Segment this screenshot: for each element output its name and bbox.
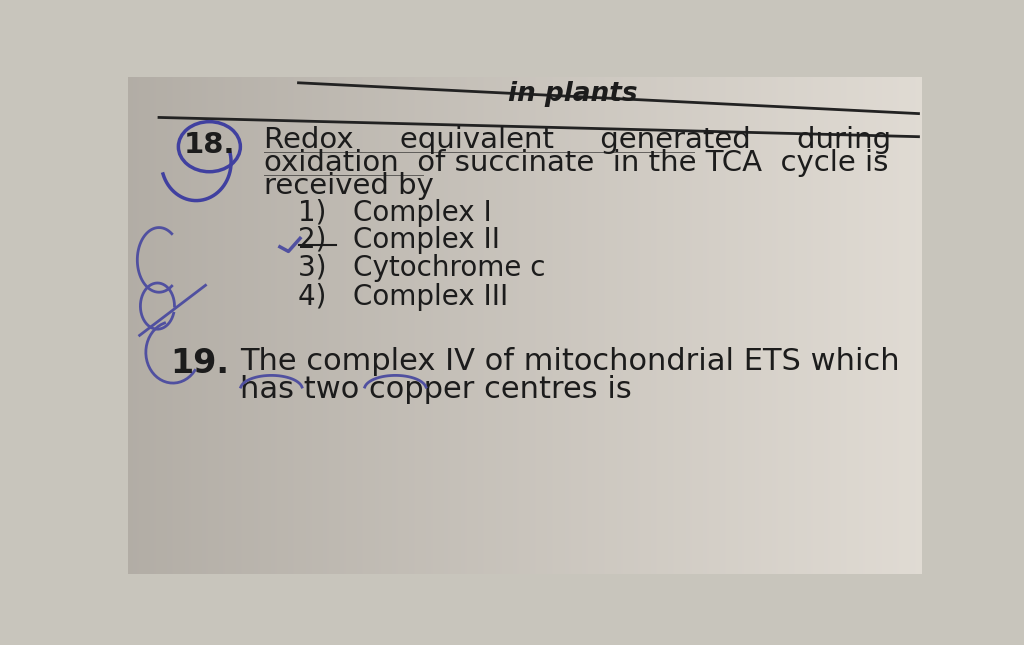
Text: has two copper centres is: has two copper centres is bbox=[241, 375, 632, 404]
Text: 4)   Complex III: 4) Complex III bbox=[299, 283, 509, 311]
Text: 3)   Cytochrome c: 3) Cytochrome c bbox=[299, 255, 546, 283]
Text: 19.: 19. bbox=[171, 347, 229, 380]
Text: in plants: in plants bbox=[508, 81, 637, 107]
Text: received by: received by bbox=[263, 172, 433, 200]
Text: The complex IV of mitochondrial ETS which: The complex IV of mitochondrial ETS whic… bbox=[241, 347, 900, 376]
Text: 2)   Complex II: 2) Complex II bbox=[299, 226, 501, 254]
Text: 1)   Complex I: 1) Complex I bbox=[299, 199, 493, 227]
Text: 18.: 18. bbox=[183, 131, 236, 159]
Text: oxidation  of succinate  in the TCA  cycle is: oxidation of succinate in the TCA cycle … bbox=[263, 149, 888, 177]
Text: Redox     equivalent     generated     during: Redox equivalent generated during bbox=[263, 126, 891, 154]
